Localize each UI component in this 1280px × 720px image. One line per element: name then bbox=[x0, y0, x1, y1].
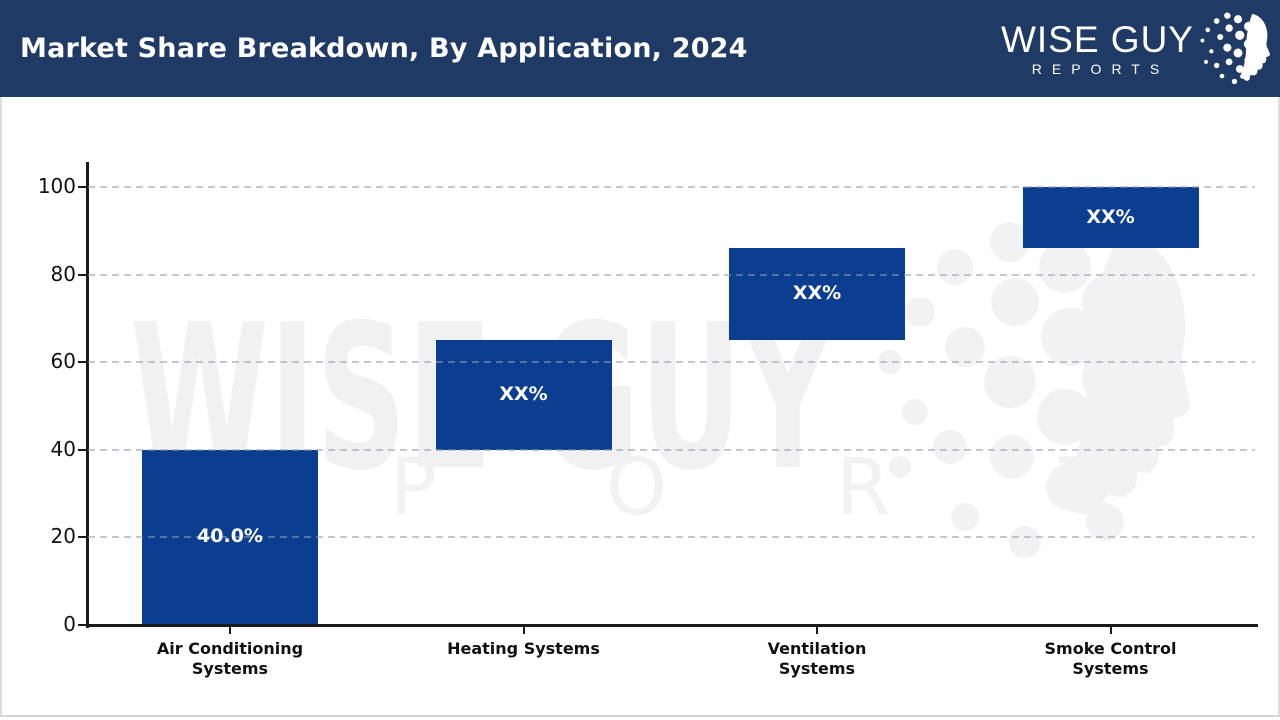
y-tick bbox=[78, 448, 86, 451]
x-category-label: Ventilation Systems bbox=[670, 639, 964, 679]
bar bbox=[1022, 187, 1199, 249]
x-tick bbox=[1109, 625, 1112, 634]
x-category-label-line: Ventilation bbox=[767, 639, 867, 658]
x-category-label-line: Air Conditioning bbox=[156, 639, 304, 658]
wiseguy-head-icon bbox=[1200, 11, 1270, 84]
x-tick bbox=[229, 625, 231, 634]
y-tick-label: 60 bbox=[50, 349, 76, 374]
watermark-head-icon bbox=[878, 222, 1190, 558]
page-title: Market Share Breakdown, By Application, … bbox=[20, 33, 748, 64]
x-category-label-line: Smoke Control bbox=[1044, 639, 1177, 658]
x-category-label-line: Heating Systems bbox=[447, 639, 600, 658]
x-axis-line bbox=[86, 624, 1258, 627]
y-tick-label: 20 bbox=[50, 524, 76, 549]
bar-value-label: XX% bbox=[499, 383, 548, 406]
x-category-label-line: Systems bbox=[1072, 659, 1149, 678]
x-category-label-line: Systems bbox=[778, 659, 856, 678]
logo-subtitle: REPORTS bbox=[1031, 60, 1170, 77]
wiseguy-logo: WISE GUY REPORTS bbox=[1001, 0, 1270, 97]
wiseguy-logo-text: WISE GUY REPORTS bbox=[1000, 18, 1194, 77]
gridline bbox=[88, 186, 1255, 188]
logo-wordmark: WISE GUY bbox=[1000, 18, 1194, 60]
y-tick-label: 100 bbox=[37, 174, 76, 198]
x-category-label: Smoke Control Systems bbox=[964, 639, 1258, 679]
y-tick bbox=[78, 186, 86, 188]
gridline bbox=[88, 536, 1255, 539]
bar-value-label: XX% bbox=[1086, 205, 1135, 228]
y-tick-label: 40 bbox=[50, 436, 76, 461]
y-axis-line bbox=[86, 162, 89, 628]
x-tick bbox=[522, 625, 525, 634]
report-header: Market Share Breakdown, By Application, … bbox=[0, 0, 1280, 97]
gridline bbox=[88, 273, 1255, 276]
y-tick bbox=[78, 361, 86, 364]
y-tick bbox=[78, 273, 86, 276]
gridline bbox=[88, 361, 1255, 364]
y-tick bbox=[78, 624, 86, 626]
x-category-label-line: Systems bbox=[191, 659, 269, 678]
y-tick-label: 0 bbox=[63, 612, 76, 636]
x-category-label: Heating Systems bbox=[377, 639, 671, 659]
y-tick-label: 80 bbox=[50, 261, 76, 286]
bar-value-label: 40.0% bbox=[197, 525, 263, 548]
y-tick bbox=[78, 536, 86, 539]
x-tick bbox=[816, 625, 818, 634]
gridline bbox=[88, 448, 1255, 451]
bar bbox=[729, 248, 905, 341]
bar bbox=[435, 340, 612, 450]
bar-value-label: XX% bbox=[792, 282, 842, 305]
x-category-label: Air Conditioning Systems bbox=[83, 639, 377, 679]
